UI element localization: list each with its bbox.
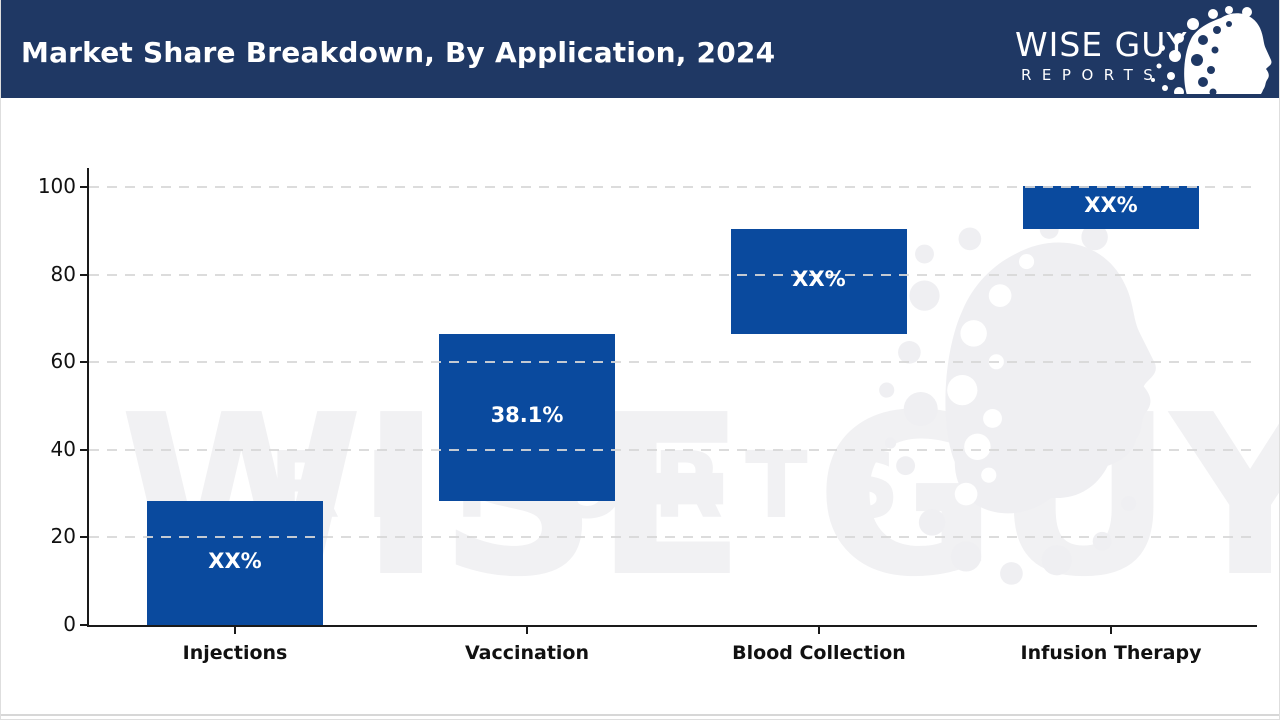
reports-wordmark: REPORTS xyxy=(1021,66,1163,84)
bottom-divider xyxy=(1,714,1279,716)
logo-head-dissolve-dots xyxy=(1191,21,1232,94)
bar-infusion-therapy xyxy=(1023,185,1199,230)
x-tick-label-blood-collection: Blood Collection xyxy=(732,642,906,664)
y-tick-label: 60 xyxy=(50,349,76,374)
gridline-60 xyxy=(89,361,1257,364)
y-tick-label: 0 xyxy=(63,612,76,636)
x-tickmark xyxy=(526,627,528,634)
gridline-20 xyxy=(89,536,1257,539)
y-tickmark xyxy=(80,624,89,626)
y-tick-label: 20 xyxy=(50,524,76,549)
header-band: Market Share Breakdown, By Application, … xyxy=(1,0,1279,98)
bar-value-label: 38.1% xyxy=(490,403,564,428)
y-tick-label: 40 xyxy=(50,436,76,461)
bar-value-label: XX% xyxy=(1084,193,1138,218)
x-axis xyxy=(87,625,1257,627)
x-tickmark xyxy=(818,627,820,634)
page-title: Market Share Breakdown, By Application, … xyxy=(21,36,776,69)
x-tick-label-vaccination: Vaccination xyxy=(464,642,590,664)
y-tick-label: 100 xyxy=(37,174,76,198)
brand-logo: WISE GUY REPORTS xyxy=(1007,4,1275,94)
y-tickmark xyxy=(80,273,89,276)
y-tick-label: 80 xyxy=(50,261,76,286)
bar-blood-collection xyxy=(731,229,907,334)
bar-value-label: XX% xyxy=(208,548,262,573)
y-axis xyxy=(87,168,89,627)
x-tick-label-injections: Injections xyxy=(182,642,288,664)
y-tickmark xyxy=(80,536,89,539)
gridline-40 xyxy=(89,448,1257,451)
y-tickmark xyxy=(80,186,89,188)
x-tickmark xyxy=(1110,627,1112,634)
chart-canvas: WISE GUY REPORTS XX%38.1%XX%XX%020406080… xyxy=(1,98,1279,719)
bar-injections xyxy=(147,500,323,625)
x-tickmark xyxy=(234,627,236,634)
x-tick-label-infusion-therapy: Infusion Therapy xyxy=(1020,642,1202,664)
brand-logo-graphic: WISE GUY REPORTS xyxy=(1015,6,1272,94)
y-tickmark xyxy=(80,448,89,451)
watermark-head-icon xyxy=(879,220,1156,585)
bar-value-label: XX% xyxy=(792,267,846,292)
wise-guy-wordmark: WISE GUY xyxy=(1015,25,1188,64)
gridline-80 xyxy=(89,273,1257,276)
y-tickmark xyxy=(80,361,89,364)
gridline-100 xyxy=(89,186,1257,188)
logo-head-icon xyxy=(1151,6,1272,94)
